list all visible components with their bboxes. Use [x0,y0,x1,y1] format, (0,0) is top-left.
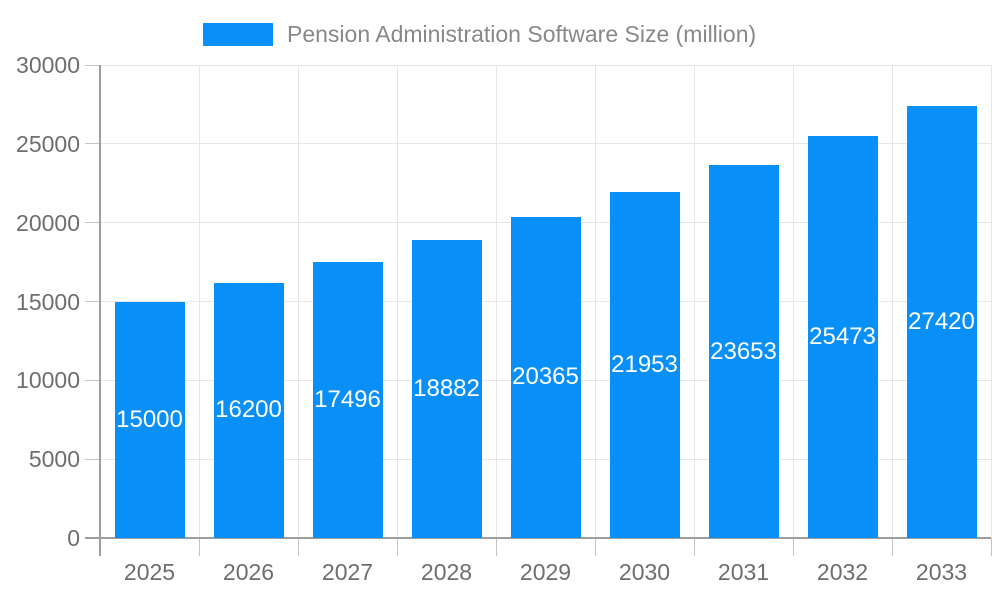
bar-value-label: 18882 [413,375,480,403]
bar-value-label: 17496 [314,386,381,414]
x-axis-tick-label: 2033 [915,559,968,585]
bar[interactable] [807,136,878,538]
y-axis-line [99,65,101,556]
x-axis-tick-label: 2026 [222,559,275,585]
y-tick-mark [85,143,100,145]
bar[interactable] [411,240,482,538]
x-gridline [792,65,794,538]
bar[interactable] [114,301,185,538]
y-axis-tick-label: 5000 [28,446,80,473]
x-axis-tick-label: 2029 [519,559,572,585]
x-tick-mark [198,538,200,556]
bar-value-label: 23653 [710,337,777,365]
x-gridline [297,65,299,538]
y-tick-mark [85,301,100,302]
x-gridline [891,65,893,538]
y-tick-mark [85,458,100,460]
x-gridline [396,65,398,538]
x-gridline [495,65,497,538]
x-tick-mark [297,538,299,556]
x-axis-tick-label: 2027 [321,559,374,585]
x-axis-tick-label: 2025 [123,559,176,585]
x-gridline [693,65,695,538]
x-gridline [990,65,992,538]
bar[interactable] [213,282,284,538]
legend-swatch [203,22,273,46]
legend-label: Pension Administration Software Size (mi… [287,21,757,47]
y-axis-tick-label: 25000 [16,130,80,157]
x-tick-mark [495,538,497,556]
bar[interactable] [312,262,383,538]
bar[interactable] [906,105,977,538]
x-gridline [594,65,596,538]
x-axis-tick-label: 2031 [717,559,770,585]
x-tick-mark [396,538,398,556]
bar[interactable] [609,191,680,538]
bar-value-label: 16200 [215,396,282,424]
bar[interactable] [708,165,779,538]
y-gridline [100,64,991,66]
x-tick-mark [990,538,992,556]
y-axis-tick-label: 30000 [16,52,80,78]
y-axis-tick-label: 20000 [16,209,80,236]
y-gridline [100,143,991,145]
x-axis-tick-label: 2028 [420,559,473,585]
y-tick-mark [85,379,100,381]
bar-value-label: 25473 [809,323,876,351]
x-axis-line [85,537,991,539]
y-axis-tick-label: 0 [67,525,80,551]
y-tick-mark [85,222,100,224]
bar[interactable] [510,216,581,538]
x-tick-mark [792,538,794,556]
bar-value-label: 27420 [908,307,975,335]
x-tick-mark [594,538,596,556]
y-axis-tick-label: 10000 [16,367,80,394]
legend-item[interactable]: Pension Administration Software Size (mi… [203,22,756,46]
x-gridline [198,65,200,538]
bar-value-label: 21953 [611,350,678,378]
y-axis-tick-label: 15000 [16,288,80,315]
bar-value-label: 20365 [512,363,579,391]
x-tick-mark [693,538,695,556]
y-tick-mark [85,64,100,66]
x-tick-mark [891,538,893,556]
x-axis-tick-label: 2032 [816,559,869,585]
x-axis-tick-label: 2030 [618,559,671,585]
bar-value-label: 15000 [116,405,183,433]
